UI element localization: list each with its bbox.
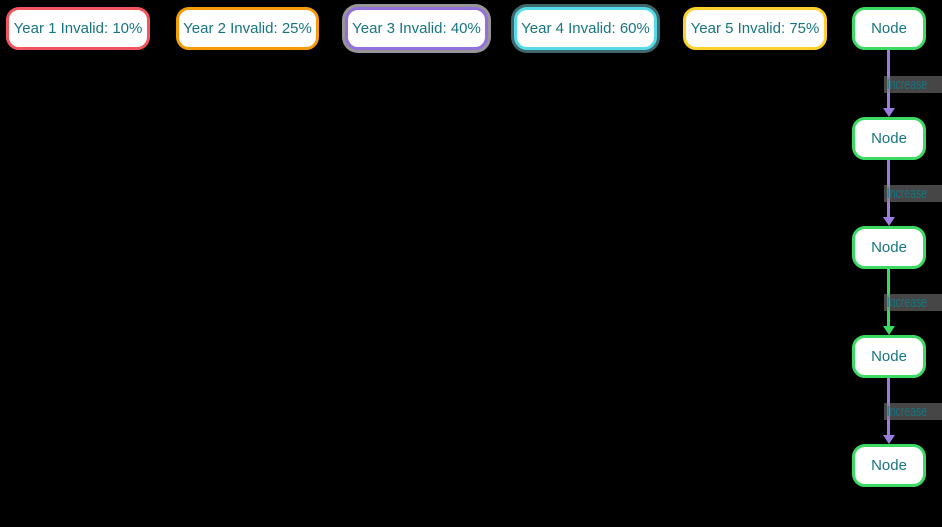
year-2-label: Year 2 Invalid: 25% — [183, 20, 312, 37]
year-3-label: Year 3 Invalid: 40% — [352, 20, 481, 37]
edge-label-4-text: Increase — [886, 403, 928, 420]
edge-label-4: Increase — [884, 403, 942, 420]
year-3-box: Year 3 Invalid: 40% — [345, 7, 488, 50]
arrow-down-icon — [883, 108, 895, 117]
edge-label-3-text: Increase — [886, 294, 928, 311]
node-box-5: Node — [852, 444, 926, 487]
year-1-label: Year 1 Invalid: 10% — [13, 20, 143, 37]
year-2-box: Year 2 Invalid: 25% — [176, 7, 319, 50]
arrow-down-icon — [883, 326, 895, 335]
node-2-label: Node — [871, 130, 907, 147]
node-box-2: Node — [852, 117, 926, 160]
node-4-label: Node — [871, 348, 907, 365]
node-box-4: Node — [852, 335, 926, 378]
edge-label-3: Increase — [884, 294, 942, 311]
node-box-1: Node — [852, 7, 926, 50]
arrow-down-icon — [883, 217, 895, 226]
edge-label-2-text: Increase — [886, 185, 928, 202]
year-5-box: Year 5 Invalid: 75% — [683, 7, 827, 50]
edge-label-2: Increase — [884, 185, 942, 202]
year-4-label: Year 4 Invalid: 60% — [521, 20, 650, 37]
year-1-box: Year 1 Invalid: 10% — [6, 7, 150, 50]
node-3-label: Node — [871, 239, 907, 256]
node-1-label: Node — [871, 20, 907, 37]
year-4-box: Year 4 Invalid: 60% — [514, 7, 657, 50]
node-5-label: Node — [871, 457, 907, 474]
arrow-down-icon — [883, 435, 895, 444]
edge-label-1: Increase — [884, 76, 942, 93]
edge-label-1-text: Increase — [886, 76, 928, 93]
year-5-label: Year 5 Invalid: 75% — [690, 20, 820, 37]
node-box-3: Node — [852, 226, 926, 269]
